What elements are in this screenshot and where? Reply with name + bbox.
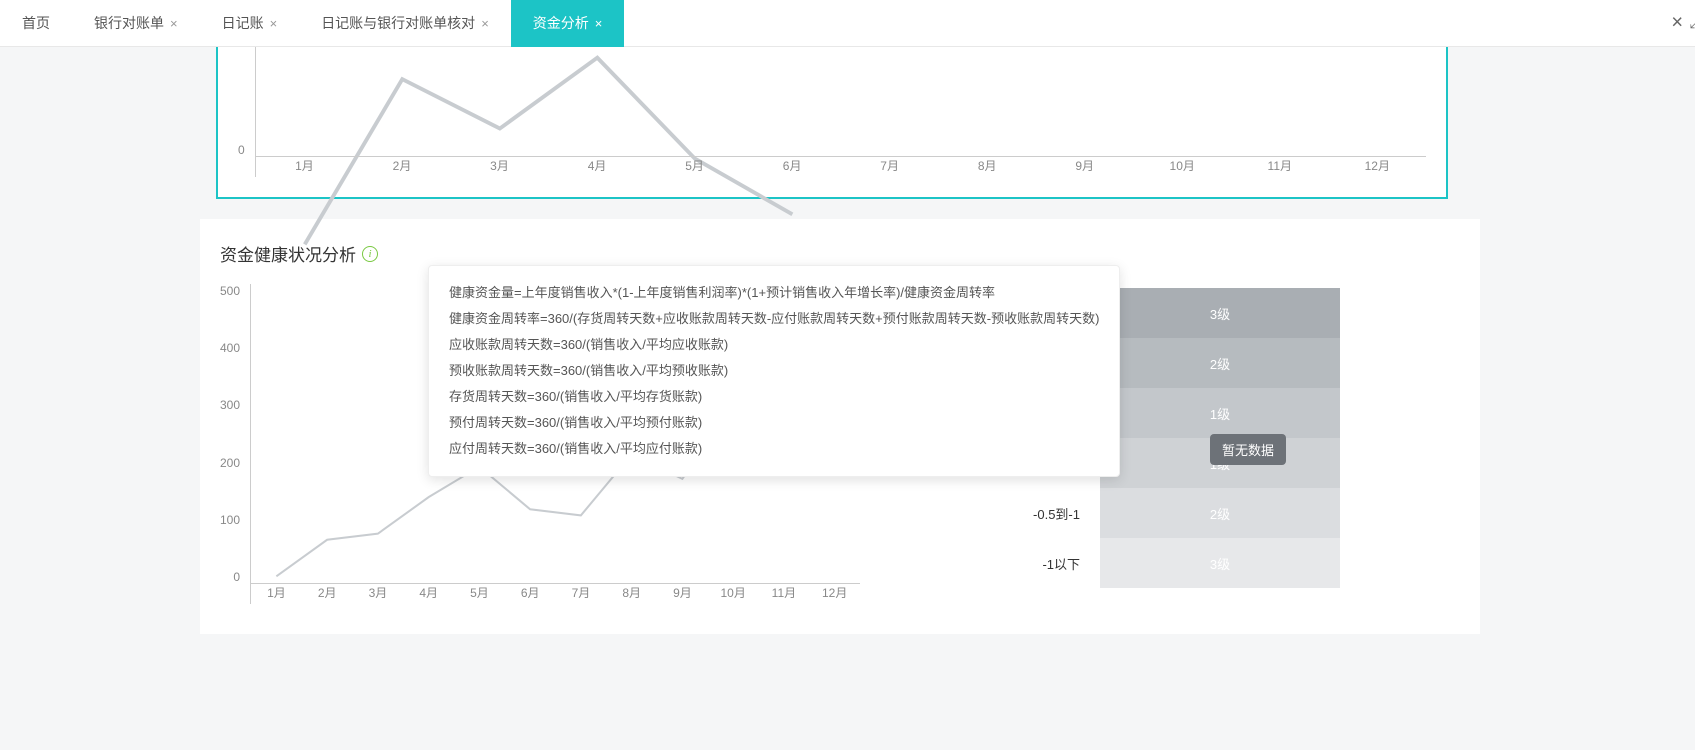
x-tick: 1月 [256,157,354,177]
y-tick: 0 [238,143,245,157]
no-data-badge: 暂无数据 [1210,434,1286,465]
x-tick: 6月 [743,157,841,177]
tooltip-line: 预付周转天数=360/(销售收入/平均预付账款) [449,410,1099,436]
main-chart-x-axis: 1月2月3月4月5月6月7月8月9月10月11月12月 [251,584,860,604]
x-tick: 5月 [454,584,505,604]
tab-0[interactable]: 首页 [0,0,72,47]
x-tick: 2月 [353,157,451,177]
tier-level-block: 2级 [1100,338,1340,388]
upper-chart-plot: 1月2月3月4月5月6月7月8月9月10月11月12月 [255,47,1426,177]
tab-2[interactable]: 日记账 × [200,0,300,47]
main-chart-y-axis: 500 400 300 200 100 0 [220,284,250,604]
close-all-tabs-icon[interactable]: × [1671,12,1683,35]
x-tick: 3月 [451,157,549,177]
x-tick: 12月 [1329,157,1427,177]
x-tick: 5月 [646,157,744,177]
y-tick: 400 [220,341,240,355]
tier-row: -1以下3级 [920,538,1340,588]
tab-close-icon[interactable]: × [595,16,603,31]
x-tick: 2月 [302,584,353,604]
tier-level-block: 3级 [1100,538,1340,588]
x-tick: 4月 [548,157,646,177]
tooltip-line: 应付周转天数=360/(销售收入/平均应付账款) [449,436,1099,462]
x-tick: 1月 [251,584,302,604]
upper-chart-y-axis: 0 [238,47,255,177]
x-tick: 6月 [505,584,556,604]
x-tick: 7月 [841,157,939,177]
y-tick: 200 [220,456,240,470]
tab-close-icon[interactable]: × [481,16,489,31]
main-area: 0 1月2月3月4月5月6月7月8月9月10月11月12月 资金健康状况分析 i… [0,47,1695,674]
tooltip-line: 健康资金周转率=360/(存货周转天数+应收账款周转天数-应付账款周转天数+预付… [449,306,1099,332]
tab-4[interactable]: 资金分析 × [511,0,625,47]
x-tick: 9月 [1036,157,1134,177]
tier-level-block: 1级 [1100,388,1340,438]
y-tick: 0 [233,570,240,584]
x-tick: 8月 [938,157,1036,177]
tab-1[interactable]: 银行对账单 × [72,0,200,47]
x-tick: 10月 [1133,157,1231,177]
tooltip-line: 预收账款周转天数=360/(销售收入/平均预收账款) [449,358,1099,384]
x-tick: 10月 [708,584,759,604]
tier-level-block: 2级 [1100,488,1340,538]
x-tick: 9月 [657,584,708,604]
x-tick: 12月 [809,584,860,604]
info-tooltip: 健康资金量=上年度销售收入*(1-上年度销售利润率)*(1+预计销售收入年增长率… [428,265,1120,477]
tab-label: 首页 [22,13,50,33]
tier-range-label: -1以下 [920,554,1100,573]
x-tick: 3月 [353,584,404,604]
tier-range-label: -0.5到-1 [920,504,1100,523]
upper-chart-x-axis: 1月2月3月4月5月6月7月8月9月10月11月12月 [256,157,1426,177]
tab-label: 资金分析 [533,13,589,33]
tab-label: 日记账与银行对账单核对 [321,13,475,33]
tab-3[interactable]: 日记账与银行对账单核对 × [299,0,511,47]
y-tick: 500 [220,284,240,298]
tooltip-line: 存货周转天数=360/(销售收入/平均存货账款) [449,384,1099,410]
x-tick: 4月 [403,584,454,604]
tab-bar: 首页 银行对账单 × 日记账 × 日记账与银行对账单核对 × 资金分析 × × ⤢ [0,0,1695,47]
upper-chart-card: 0 1月2月3月4月5月6月7月8月9月10月11月12月 [216,47,1448,199]
tier-row: -0.5到-12级 [920,488,1340,538]
expand-icon[interactable]: ⤢ [1690,15,1695,32]
x-tick: 11月 [1231,157,1329,177]
tab-label: 银行对账单 [94,13,164,33]
y-tick: 100 [220,513,240,527]
tooltip-line: 应收账款周转天数=360/(销售收入/平均应收账款) [449,332,1099,358]
upper-chart: 0 1月2月3月4月5月6月7月8月9月10月11月12月 [238,47,1426,177]
tooltip-line: 健康资金量=上年度销售收入*(1-上年度销售利润率)*(1+预计销售收入年增长率… [449,280,1099,306]
upper-chart-line [256,47,1426,262]
x-tick: 8月 [606,584,657,604]
tab-label: 日记账 [222,13,264,33]
tier-level-block: 3级 [1100,288,1340,338]
x-tick: 11月 [759,584,810,604]
x-tick: 7月 [556,584,607,604]
tab-close-icon[interactable]: × [170,16,178,31]
tab-close-icon[interactable]: × [270,16,278,31]
y-tick: 300 [220,398,240,412]
